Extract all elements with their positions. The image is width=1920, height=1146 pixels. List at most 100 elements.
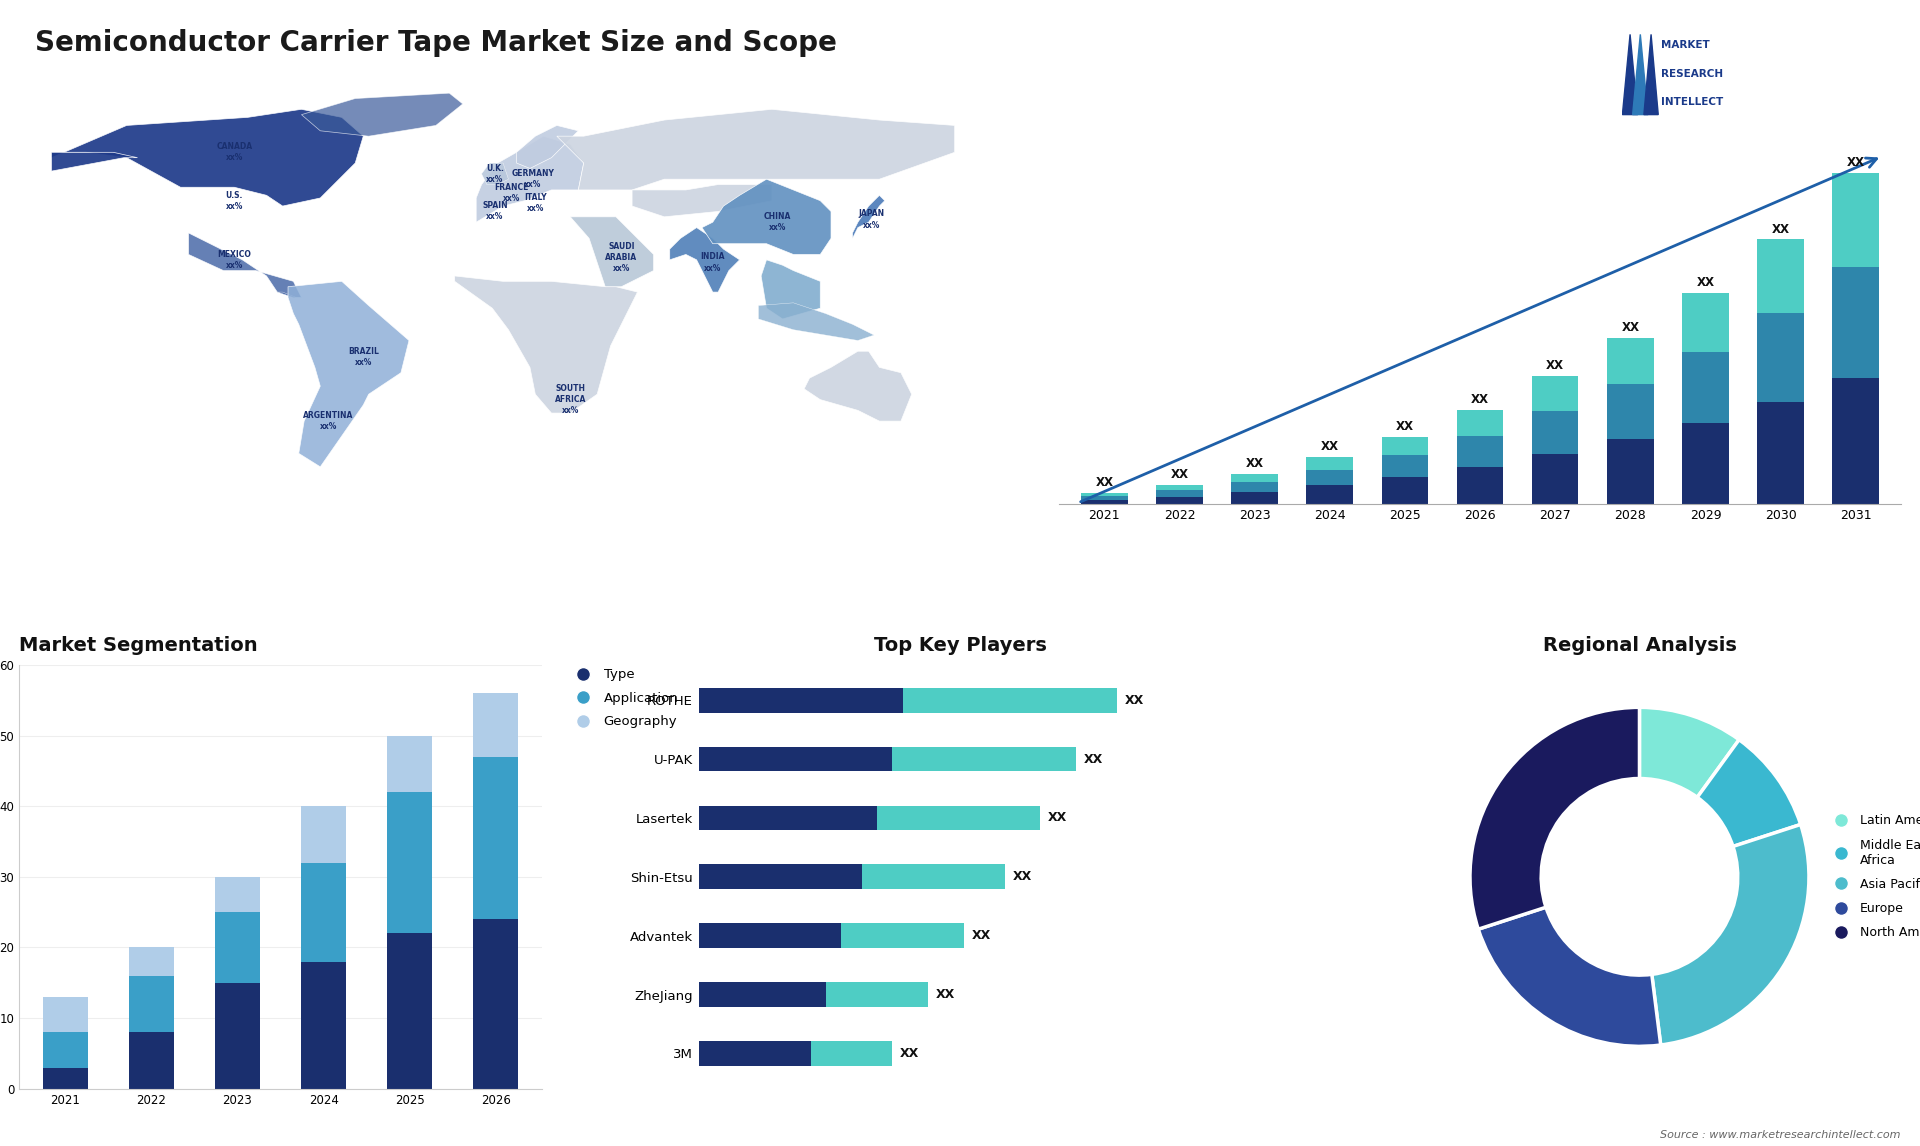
Bar [1832, 267, 1880, 378]
Bar [1081, 496, 1127, 500]
Bar [1682, 352, 1728, 423]
Bar [1382, 455, 1428, 478]
Polygon shape [758, 303, 874, 340]
Bar [1231, 492, 1279, 504]
Wedge shape [1697, 739, 1801, 847]
Bar [699, 1041, 810, 1066]
Wedge shape [1471, 707, 1640, 929]
Bar [699, 747, 893, 771]
Bar [129, 1033, 175, 1089]
Text: U.S.
xx%: U.S. xx% [225, 190, 244, 211]
Text: XX: XX [1697, 276, 1715, 289]
Text: XX: XX [1083, 753, 1102, 766]
Bar [1306, 470, 1354, 486]
Bar [1757, 314, 1805, 402]
Bar [1382, 437, 1428, 455]
Text: XX: XX [1546, 360, 1565, 372]
Bar [1757, 402, 1805, 504]
Bar [301, 961, 346, 1089]
Text: INDIA
xx%: INDIA xx% [701, 252, 726, 273]
Bar [42, 997, 88, 1033]
Bar [1832, 173, 1880, 267]
Bar [1457, 435, 1503, 466]
Bar [301, 863, 346, 961]
Bar [388, 736, 432, 792]
Bar [862, 864, 1004, 889]
Text: XX: XX [1471, 393, 1490, 406]
Bar [1532, 376, 1578, 411]
Text: XX: XX [935, 988, 954, 1002]
Polygon shape [1644, 34, 1659, 115]
Title: Top Key Players: Top Key Players [874, 636, 1046, 656]
Bar [1231, 473, 1279, 481]
Bar [388, 933, 432, 1089]
Text: XX: XX [1396, 419, 1413, 433]
Polygon shape [670, 228, 739, 292]
Title: Regional Analysis: Regional Analysis [1542, 636, 1736, 656]
Bar [1156, 485, 1202, 489]
Circle shape [1542, 778, 1738, 975]
Bar [215, 877, 259, 912]
Text: XX: XX [900, 1047, 920, 1060]
Text: MEXICO
xx%: MEXICO xx% [217, 250, 252, 269]
Text: INTELLECT: INTELLECT [1661, 97, 1722, 108]
Polygon shape [188, 233, 301, 298]
Text: SPAIN
xx%: SPAIN xx% [482, 202, 507, 221]
Polygon shape [482, 163, 509, 185]
Bar [841, 924, 964, 948]
Bar [1231, 481, 1279, 492]
Bar [129, 975, 175, 1033]
Bar [699, 982, 826, 1007]
Text: XX: XX [1125, 693, 1144, 707]
Legend: Type, Application, Geography: Type, Application, Geography [564, 664, 684, 733]
Polygon shape [570, 217, 653, 286]
Polygon shape [852, 195, 885, 238]
Text: GERMANY
xx%: GERMANY xx% [511, 170, 555, 189]
Bar [1607, 439, 1653, 504]
Text: CHINA
xx%: CHINA xx% [764, 212, 791, 233]
Bar [474, 693, 518, 756]
Bar [877, 806, 1041, 831]
Polygon shape [301, 93, 463, 136]
Bar [1682, 293, 1728, 352]
Bar [1757, 240, 1805, 314]
Bar [1081, 493, 1127, 496]
Polygon shape [1622, 34, 1638, 115]
Wedge shape [1640, 707, 1740, 798]
Wedge shape [1478, 908, 1661, 1046]
Text: JAPAN
xx%: JAPAN xx% [858, 210, 885, 229]
Bar [1832, 378, 1880, 504]
Bar [42, 1068, 88, 1089]
Bar [1607, 338, 1653, 384]
Bar [1607, 384, 1653, 439]
Bar [699, 924, 841, 948]
Text: XX: XX [1171, 468, 1188, 480]
Polygon shape [516, 125, 578, 168]
Text: Source : www.marketresearchintellect.com: Source : www.marketresearchintellect.com [1661, 1130, 1901, 1140]
Polygon shape [276, 292, 296, 298]
Bar [1682, 423, 1728, 504]
Polygon shape [804, 351, 912, 421]
Bar [1306, 486, 1354, 504]
Bar [699, 864, 862, 889]
Text: RESEARCH: RESEARCH [1661, 69, 1722, 79]
Bar [699, 806, 877, 831]
Text: FRANCE
xx%: FRANCE xx% [493, 182, 528, 203]
Polygon shape [288, 281, 409, 466]
Bar [699, 688, 902, 713]
Bar [388, 792, 432, 933]
Text: XX: XX [972, 929, 991, 942]
Bar [215, 983, 259, 1089]
Text: XX: XX [1847, 156, 1864, 168]
Bar [902, 688, 1117, 713]
Bar [1532, 411, 1578, 454]
Bar [826, 982, 927, 1007]
Polygon shape [703, 179, 831, 254]
Polygon shape [52, 109, 363, 206]
Bar [810, 1041, 893, 1066]
Text: XX: XX [1012, 870, 1031, 884]
Text: ITALY
xx%: ITALY xx% [524, 194, 547, 213]
Bar [893, 747, 1075, 771]
Bar [1457, 409, 1503, 435]
Polygon shape [760, 260, 820, 319]
